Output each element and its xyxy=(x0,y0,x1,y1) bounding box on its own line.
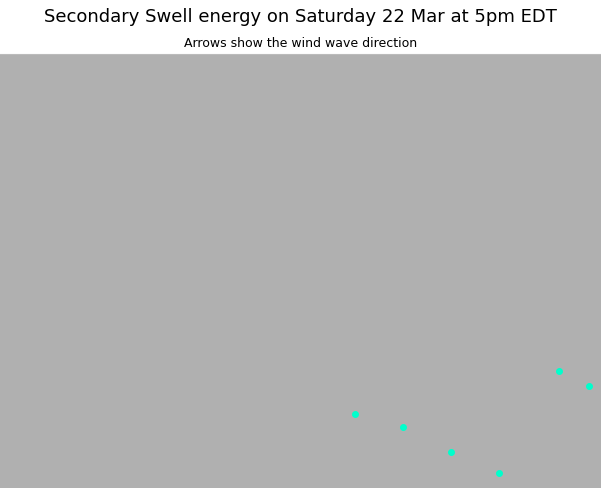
Text: Arrows show the wind wave direction: Arrows show the wind wave direction xyxy=(184,37,417,50)
Text: Secondary Swell energy on Saturday 22 Mar at 5pm EDT: Secondary Swell energy on Saturday 22 Ma… xyxy=(44,8,557,26)
